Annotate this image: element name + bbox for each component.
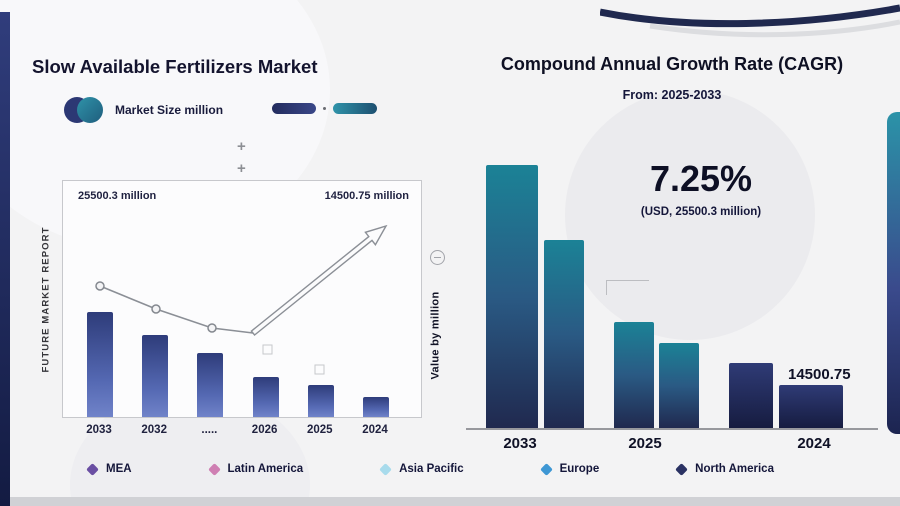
cagr-bar-5 [729, 363, 773, 428]
cagr-bar-6 [779, 385, 843, 428]
cagr-value: 7.25% [649, 158, 753, 199]
x-tick-label-2024: 2024 [797, 435, 831, 452]
line-marker [151, 304, 161, 314]
start-value-label: 25500.3 million [78, 190, 157, 202]
teal-pill [333, 103, 377, 114]
market-bar-skipped-years [197, 353, 224, 417]
minus-dash [434, 256, 441, 259]
x-tick-label-2024: 2024 [362, 424, 388, 436]
left-edge-ribbon [0, 12, 10, 506]
market-bars [63, 181, 421, 417]
trend-line [99, 285, 254, 334]
market-bar-2025 [307, 385, 334, 417]
legend-item-asia-pacific: Asia Pacific [379, 462, 464, 476]
market-x-axis: 2033 2032..... 2026 2025 2024 [0, 424, 480, 440]
legend-label-north-america: North America [695, 463, 774, 475]
future-market-report-label: FUTURE MARKET REPORT [40, 226, 52, 373]
market-size-label: Market Size million [115, 103, 224, 117]
cagr-bar-4 [659, 343, 699, 428]
x-tick-label-skipped-years: ..... [201, 424, 218, 436]
plus-decoration: + [237, 138, 246, 155]
pill-separator [323, 107, 326, 110]
legend-diamond-latin-america [207, 462, 221, 476]
market-bar-2026 [252, 377, 279, 417]
market-bar-2032 [142, 335, 169, 417]
legend-diamond-europe [539, 462, 553, 476]
trend-line-arrow [95, 224, 388, 375]
legend-diamond-mea [86, 462, 99, 476]
navy-pill [272, 103, 316, 114]
end-value-label: 14500.75 million [324, 190, 409, 202]
cagr-title: Compound Annual Growth Rate (CAGR) [500, 54, 844, 74]
region-legend: MEA Latin America Asia Pacific Europe North … [86, 462, 774, 476]
line-marker [207, 323, 217, 333]
plus-decoration: + [237, 160, 246, 177]
legend-diamond-north-america [675, 462, 689, 476]
legend-item-mea: MEA [86, 462, 132, 476]
value-axis-label: Value by million [429, 291, 442, 380]
x-tick-label-2025: 2025 [628, 435, 662, 452]
legend-label-mea: MEA [106, 463, 132, 475]
step-decoration [606, 280, 649, 295]
cagr-chart [460, 120, 884, 428]
square-marker [262, 344, 273, 355]
legend-label-latin-america: Latin America [227, 463, 304, 475]
market-bar-2033 [87, 312, 113, 417]
right-edge-ribbon [887, 112, 900, 434]
icon-teal-half [77, 97, 103, 123]
legend-label-europe: Europe [559, 463, 600, 475]
legend-label-asia-pacific: Asia Pacific [399, 463, 464, 475]
cagr-bar-1 [486, 165, 538, 428]
end-value-2024: 14500.75 [788, 366, 851, 383]
legend-diamond-asia-pacific [379, 462, 392, 476]
cagr-bar-3 [614, 322, 654, 428]
x-tick-label-2032: 2032 [141, 424, 167, 436]
market-size-legend: Market Size million [64, 96, 223, 124]
legend-item-north-america: North America [675, 462, 774, 476]
cagr-bar-2 [544, 240, 584, 428]
line-marker [95, 281, 105, 291]
cagr-x-axis: 2033 2025 2024 [460, 435, 884, 455]
growth-arrow [250, 224, 388, 336]
x-tick-label-2025: 2025 [307, 424, 333, 436]
legend-item-europe: Europe [539, 462, 600, 476]
x-tick-label-2033: 2033 [86, 424, 112, 436]
cagr-axis-line [466, 428, 878, 430]
market-title: Slow Available Fertilizers Market [32, 56, 318, 77]
square-marker [314, 364, 325, 375]
bottom-edge-strip [0, 497, 900, 506]
swoosh-light-arc [649, 19, 900, 38]
x-tick-label-2026: 2026 [251, 424, 278, 436]
background-blob [565, 90, 815, 340]
market-size-icon [64, 96, 103, 124]
minus-circle-icon [430, 250, 445, 265]
cagr-range: From: 2025-2033 [622, 88, 722, 102]
legend-item-latin-america: Latin America [207, 462, 304, 476]
cagr-detail: (USD, 25500.3 million) [640, 206, 762, 218]
market-size-chart: 25500.3 million 14500.75 million [62, 180, 422, 418]
market-bar-2024 [363, 397, 389, 417]
swoosh-dark-arc [600, 4, 900, 28]
x-tick-label-2033: 2033 [503, 435, 537, 452]
legend-pills [272, 103, 377, 114]
top-right-swoosh [600, 4, 900, 38]
